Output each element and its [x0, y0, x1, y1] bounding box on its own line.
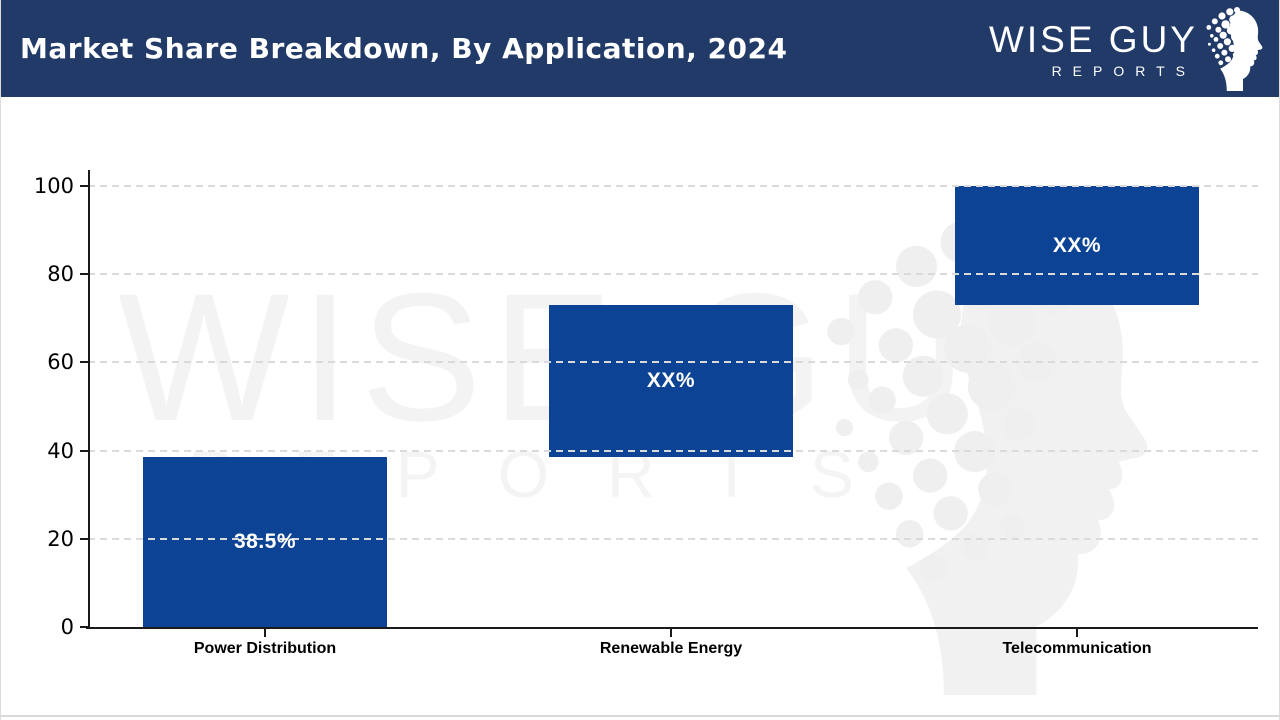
x-axis-line — [86, 627, 1258, 629]
brand-logo-wordmark: WISE GUY — [988, 18, 1198, 60]
y-tick-label-0: 0 — [60, 615, 74, 639]
y-tick-mark-40 — [80, 449, 88, 452]
bar-telecommunication[interactable] — [955, 186, 1199, 306]
gridline-60 — [88, 361, 1258, 364]
gridline-20 — [88, 537, 1258, 540]
x-category-label: Telecommunication — [1002, 640, 1152, 657]
bar-value-label: XX% — [646, 369, 696, 393]
bar-value-label: 38.5% — [233, 530, 297, 554]
x-tick-mark-1 — [670, 629, 672, 637]
header-bar: Market Share Breakdown, By Application, … — [0, 0, 1280, 97]
x-category-label: Renewable Energy — [599, 640, 743, 657]
y-tick-mark-20 — [80, 537, 88, 540]
gridline-100 — [88, 185, 1258, 187]
brand-logo-text: WISE GUY REPORTS — [989, 19, 1198, 79]
y-tick-label-20: 20 — [47, 526, 74, 551]
brand-logo-subtitle: REPORTS — [1051, 62, 1196, 79]
brand-logo: WISE GUY REPORTS — [989, 0, 1280, 97]
brand-logo-head-icon — [1206, 6, 1263, 91]
y-tick-label-100: 100 — [33, 174, 74, 198]
y-tick-mark-0 — [80, 626, 88, 628]
page-title: Market Share Breakdown, By Application, … — [20, 32, 788, 65]
y-tick-mark-100 — [80, 185, 88, 187]
y-tick-label-80: 80 — [47, 262, 74, 287]
x-tick-mark-0 — [264, 629, 266, 637]
gridline-40 — [88, 449, 1258, 452]
y-tick-label-40: 40 — [47, 438, 74, 463]
y-tick-mark-60 — [80, 361, 88, 364]
bar-power-distribution[interactable] — [143, 457, 387, 627]
bottom-rule — [0, 715, 1280, 717]
gridline-80 — [88, 273, 1258, 276]
x-tick-mark-2 — [1076, 629, 1078, 637]
y-axis-line — [88, 170, 90, 629]
y-tick-label-60: 60 — [47, 350, 74, 375]
bar-value-label: XX% — [1052, 233, 1102, 257]
y-tick-mark-80 — [80, 273, 88, 276]
bar-renewable-energy[interactable] — [549, 305, 793, 458]
x-category-label: Power Distribution — [193, 640, 337, 657]
